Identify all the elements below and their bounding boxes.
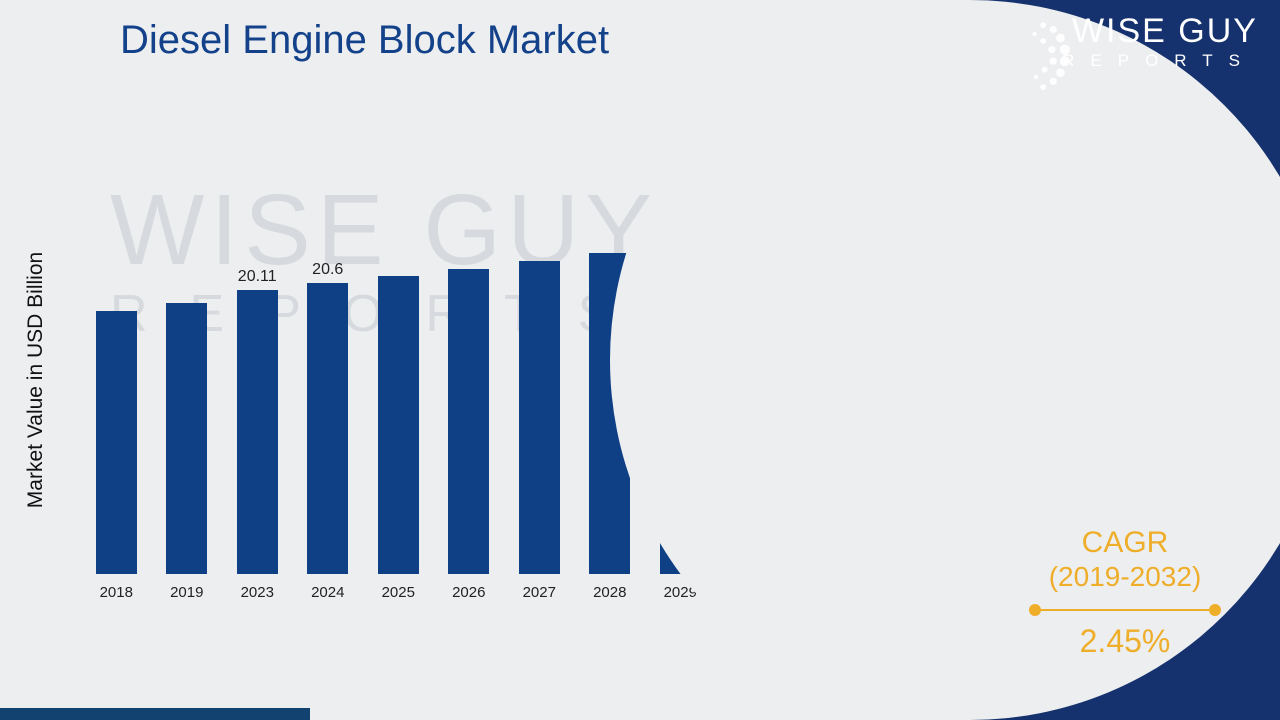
y-axis-label: Market Value in USD Billion <box>24 252 48 508</box>
bar-value-label: 20.6 <box>312 261 343 283</box>
bar-column <box>511 150 568 574</box>
bar-column <box>159 150 216 574</box>
cagr-value: 2.45% <box>1000 623 1250 660</box>
bar-column <box>88 150 145 574</box>
brand-head-icon <box>1000 16 1072 102</box>
footer-accent-bar <box>0 708 310 720</box>
bar: 20.6 <box>307 283 348 574</box>
brand-name: WISE GUY <box>1062 14 1258 48</box>
cagr-block: CAGR (2019-2032) 2.45% <box>1000 526 1250 660</box>
bar <box>96 311 137 574</box>
x-axis-label: 2027 <box>511 578 568 610</box>
bar-column <box>370 150 427 574</box>
x-axis-label: 2024 <box>300 578 357 610</box>
x-axis-label: 2025 <box>370 578 427 610</box>
bar-value-label: 20.11 <box>238 268 277 290</box>
bar <box>519 261 560 574</box>
cagr-label: CAGR <box>1000 526 1250 561</box>
bar <box>166 303 207 574</box>
brand-logo: WISE GUY REPORTS <box>1062 14 1258 69</box>
x-axis-label: 2028 <box>582 578 639 610</box>
cagr-divider <box>1035 609 1215 611</box>
brand-sub: REPORTS <box>1062 52 1258 69</box>
bar-column: 20.11 <box>229 150 286 574</box>
right-panel: WISE GUY REPORTS CAGR (2019-2032) 2.45% <box>970 0 1280 720</box>
bar <box>378 276 419 574</box>
stage: WISE GUY REPORTS Diesel Engine Block Mar… <box>0 0 1280 720</box>
x-axis-label: 2018 <box>88 578 145 610</box>
bar <box>448 269 489 574</box>
x-axis-label: 2023 <box>229 578 286 610</box>
bar-column: 20.6 <box>300 150 357 574</box>
x-axis-label: 2019 <box>159 578 216 610</box>
cagr-range: (2019-2032) <box>1000 561 1250 593</box>
x-axis-label: 2026 <box>441 578 498 610</box>
bar: 20.11 <box>237 290 278 574</box>
chart-title: Diesel Engine Block Market <box>120 18 609 63</box>
bar-column <box>441 150 498 574</box>
